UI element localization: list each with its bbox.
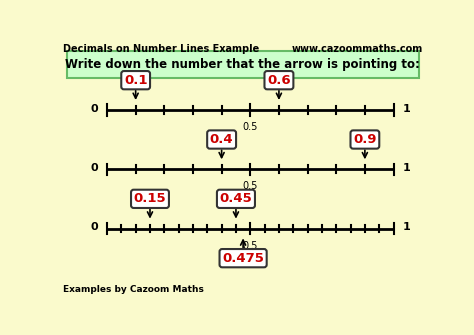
Text: 0.475: 0.475 xyxy=(222,252,264,265)
Text: Decimals on Number Lines Example: Decimals on Number Lines Example xyxy=(63,44,259,54)
Text: Write down the number that the arrow is pointing to:: Write down the number that the arrow is … xyxy=(65,58,420,71)
Text: 0.5: 0.5 xyxy=(243,241,258,251)
Text: 0.1: 0.1 xyxy=(124,74,147,87)
Text: 0.5: 0.5 xyxy=(243,122,258,132)
Text: 0: 0 xyxy=(90,104,98,114)
Text: 0.4: 0.4 xyxy=(210,133,233,146)
Text: 0.45: 0.45 xyxy=(219,192,252,205)
Text: 1: 1 xyxy=(403,163,410,173)
Text: 0: 0 xyxy=(90,163,98,173)
Text: 1: 1 xyxy=(403,104,410,114)
Text: Examples by Cazoom Maths: Examples by Cazoom Maths xyxy=(63,285,204,294)
Text: 0.9: 0.9 xyxy=(353,133,377,146)
Text: 0.15: 0.15 xyxy=(134,192,166,205)
Text: www.cazoommaths.com: www.cazoommaths.com xyxy=(292,44,423,54)
Text: 0.6: 0.6 xyxy=(267,74,291,87)
Text: 0: 0 xyxy=(90,222,98,232)
Text: 1: 1 xyxy=(403,222,410,232)
FancyBboxPatch shape xyxy=(66,51,419,78)
Text: 0.5: 0.5 xyxy=(243,181,258,191)
